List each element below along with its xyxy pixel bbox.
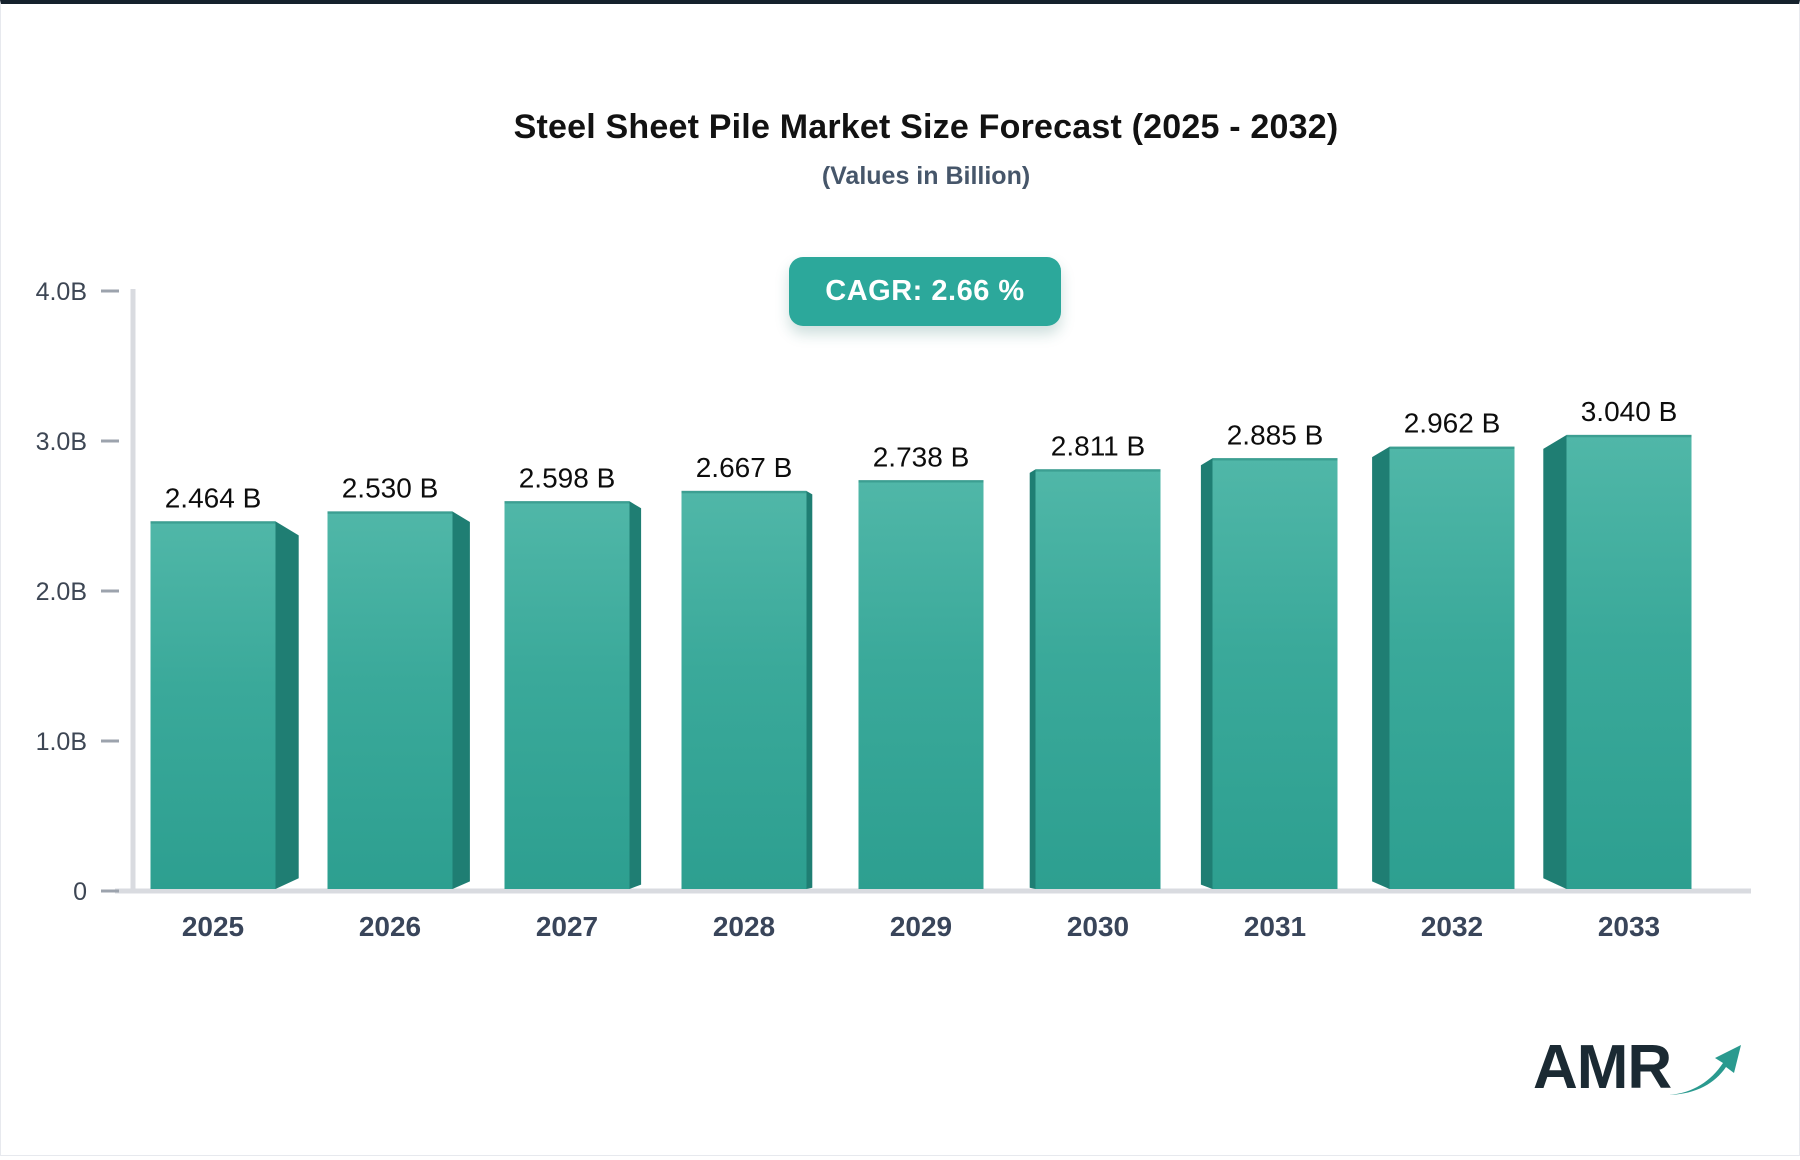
x-category-label: 2030 <box>1067 911 1129 942</box>
bar-front-face <box>1566 435 1692 889</box>
y-tick-label: 2.0B <box>36 578 87 606</box>
cagr-badge-label: CAGR: 2.66 % <box>825 275 1025 307</box>
bar-value-label: 2.962 B <box>1404 408 1501 439</box>
bar-front-face <box>150 521 276 889</box>
x-category-label: 2033 <box>1598 911 1660 942</box>
bar-side-face <box>452 511 470 889</box>
bar-value-label: 2.885 B <box>1227 419 1324 450</box>
bar-side-face <box>1200 458 1213 889</box>
chart-subtitle: (Values in Billion) <box>821 162 1031 190</box>
bar-value-label: 2.811 B <box>1051 430 1145 461</box>
y-tick-label: 0 <box>73 878 87 906</box>
bar-value-label: 2.598 B <box>519 462 616 493</box>
bar-front-face <box>858 480 984 889</box>
y-tick-label: 4.0B <box>36 278 87 306</box>
bar-chart-canvas: 0 1.0B 2.0B 3.0B 4.0B 2.464 B 2025 2.530 B 2026 2… <box>36 278 1751 942</box>
bar-front-face <box>1035 469 1161 889</box>
y-tick-label: 1.0B <box>36 728 87 756</box>
bar-front-face <box>504 501 630 889</box>
bar-value-label: 2.667 B <box>696 452 793 483</box>
bar-value-label: 2.464 B <box>165 482 262 513</box>
bar-front-face <box>681 490 807 889</box>
bar-value-label: 2.530 B <box>342 473 439 504</box>
chart-title: Steel Sheet Pile Market Size Forecast (2… <box>513 108 1339 146</box>
x-category-label: 2028 <box>713 911 775 942</box>
bar-value-label: 3.040 B <box>1581 396 1678 427</box>
bar-side-face <box>629 501 642 889</box>
x-category-label: 2027 <box>536 911 598 942</box>
bar-side-face <box>806 490 813 889</box>
bar-front-face <box>327 511 453 889</box>
bar-side-face <box>275 521 299 889</box>
y-tick-label: 3.0B <box>36 428 87 456</box>
bar-front-face <box>1389 446 1515 889</box>
amr-logo: AMR <box>1533 1037 1749 1101</box>
bar-side-face <box>1372 446 1390 889</box>
bar-value-label: 2.738 B <box>873 441 970 472</box>
amr-logo-text: AMR <box>1533 1033 1672 1102</box>
x-category-label: 2026 <box>359 911 421 942</box>
x-category-label: 2029 <box>890 911 952 942</box>
x-category-label: 2032 <box>1421 911 1483 942</box>
bar-front-face <box>1212 458 1338 889</box>
x-category-label: 2025 <box>182 911 244 942</box>
growth-arrow-icon <box>1669 1045 1742 1095</box>
cagr-badge: CAGR: 2.66 % <box>789 257 1061 326</box>
bar-side-face <box>1029 469 1036 889</box>
x-category-label: 2031 <box>1244 911 1306 942</box>
bar-side-face <box>1543 435 1567 889</box>
